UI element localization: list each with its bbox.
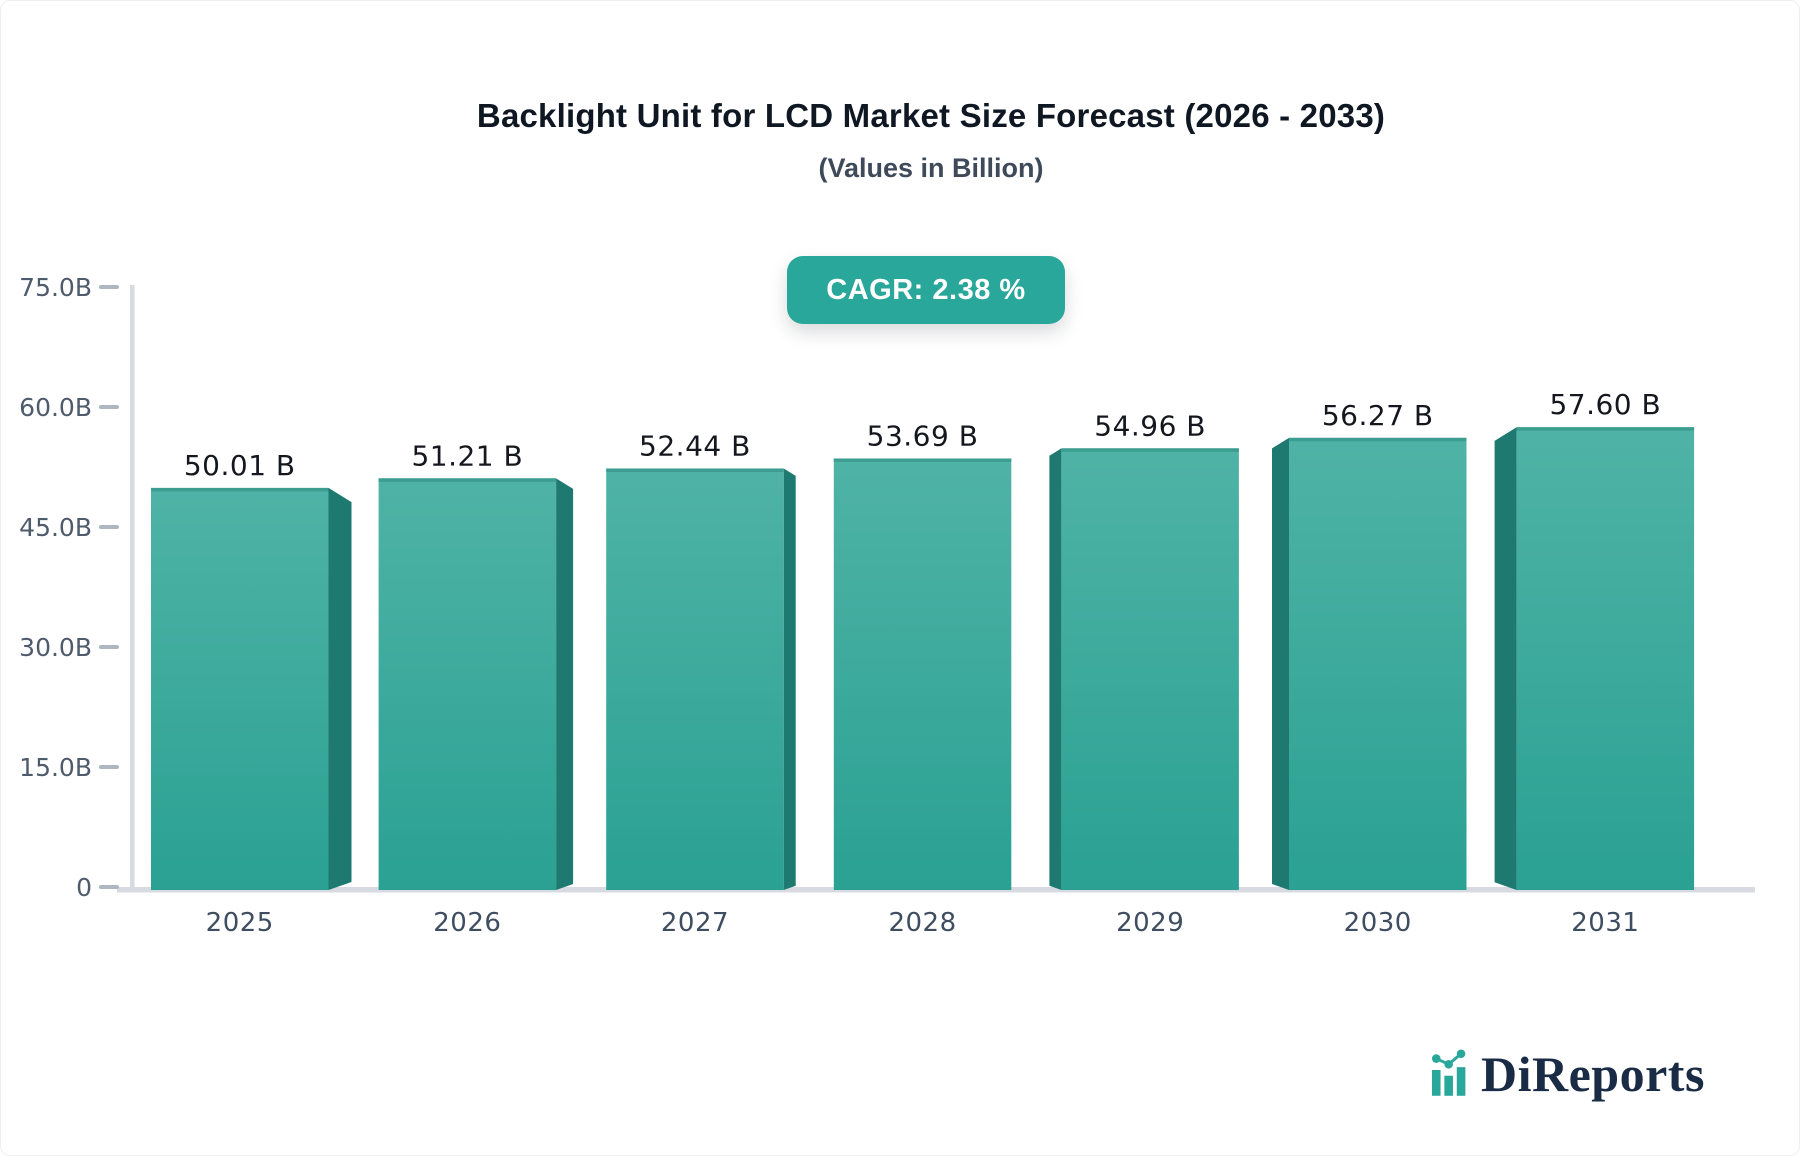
bar-top-edge (1516, 427, 1695, 431)
bar (151, 487, 329, 890)
bar-value-label: 50.01 B (184, 449, 296, 482)
bar-top-edge (378, 478, 557, 482)
x-tick-label: 2025 (206, 908, 274, 938)
bar-side (1049, 448, 1062, 890)
y-tick-label: 15.0B (19, 753, 92, 782)
y-tick-label: 30.0B (19, 633, 92, 662)
bar-top-edge (151, 487, 329, 492)
bar-top-edge (1061, 448, 1239, 452)
bar-side (783, 468, 796, 890)
bar-value-label: 56.27 B (1322, 399, 1434, 432)
y-tick (99, 405, 119, 409)
bar (833, 458, 1012, 890)
cagr-badge: CAGR: 2.38 % (787, 256, 1065, 324)
x-tick-label: 2031 (1571, 908, 1639, 938)
x-tick-label: 2026 (433, 908, 501, 938)
bar-top-edge (606, 468, 784, 472)
y-tick (99, 765, 119, 769)
y-tick-label: 75.0B (19, 273, 92, 302)
y-tick (99, 645, 119, 649)
bar-side (1272, 437, 1289, 890)
mini-bar-chart-icon (1431, 1049, 1466, 1096)
bar-value-label: 57.60 B (1549, 388, 1661, 421)
y-tick-label: 0 (76, 873, 92, 902)
bar-value-label: 54.96 B (1094, 409, 1206, 442)
bar-value-label: 53.69 B (867, 419, 979, 452)
bar-side (328, 487, 352, 890)
bar (1061, 448, 1239, 890)
direports-logo: DiReports (1431, 1033, 1705, 1099)
x-tick-label: 2030 (1344, 908, 1412, 938)
y-tick (99, 525, 119, 529)
bar-value-label: 51.21 B (411, 439, 523, 472)
bar (1289, 437, 1467, 890)
logo-text: DiReports (1481, 1046, 1705, 1102)
x-tick-label: 2027 (661, 908, 729, 938)
bar (378, 478, 557, 890)
x-tick-label: 2028 (888, 908, 956, 938)
bar (1516, 427, 1695, 890)
bar-value-label: 52.44 B (639, 429, 751, 462)
x-tick-label: 2029 (1116, 908, 1184, 938)
bar (606, 468, 784, 890)
bar-top-edge (833, 458, 1012, 462)
y-tick-label: 60.0B (19, 393, 92, 422)
y-tick (99, 885, 119, 889)
y-tick-label: 45.0B (19, 513, 92, 542)
bar-top-edge (1289, 437, 1467, 442)
bar-side (1494, 427, 1517, 890)
y-tick (99, 285, 119, 289)
bar-side (556, 478, 574, 890)
y-axis-line (130, 285, 135, 893)
cagr-badge-label: CAGR: 2.38 % (826, 273, 1026, 306)
